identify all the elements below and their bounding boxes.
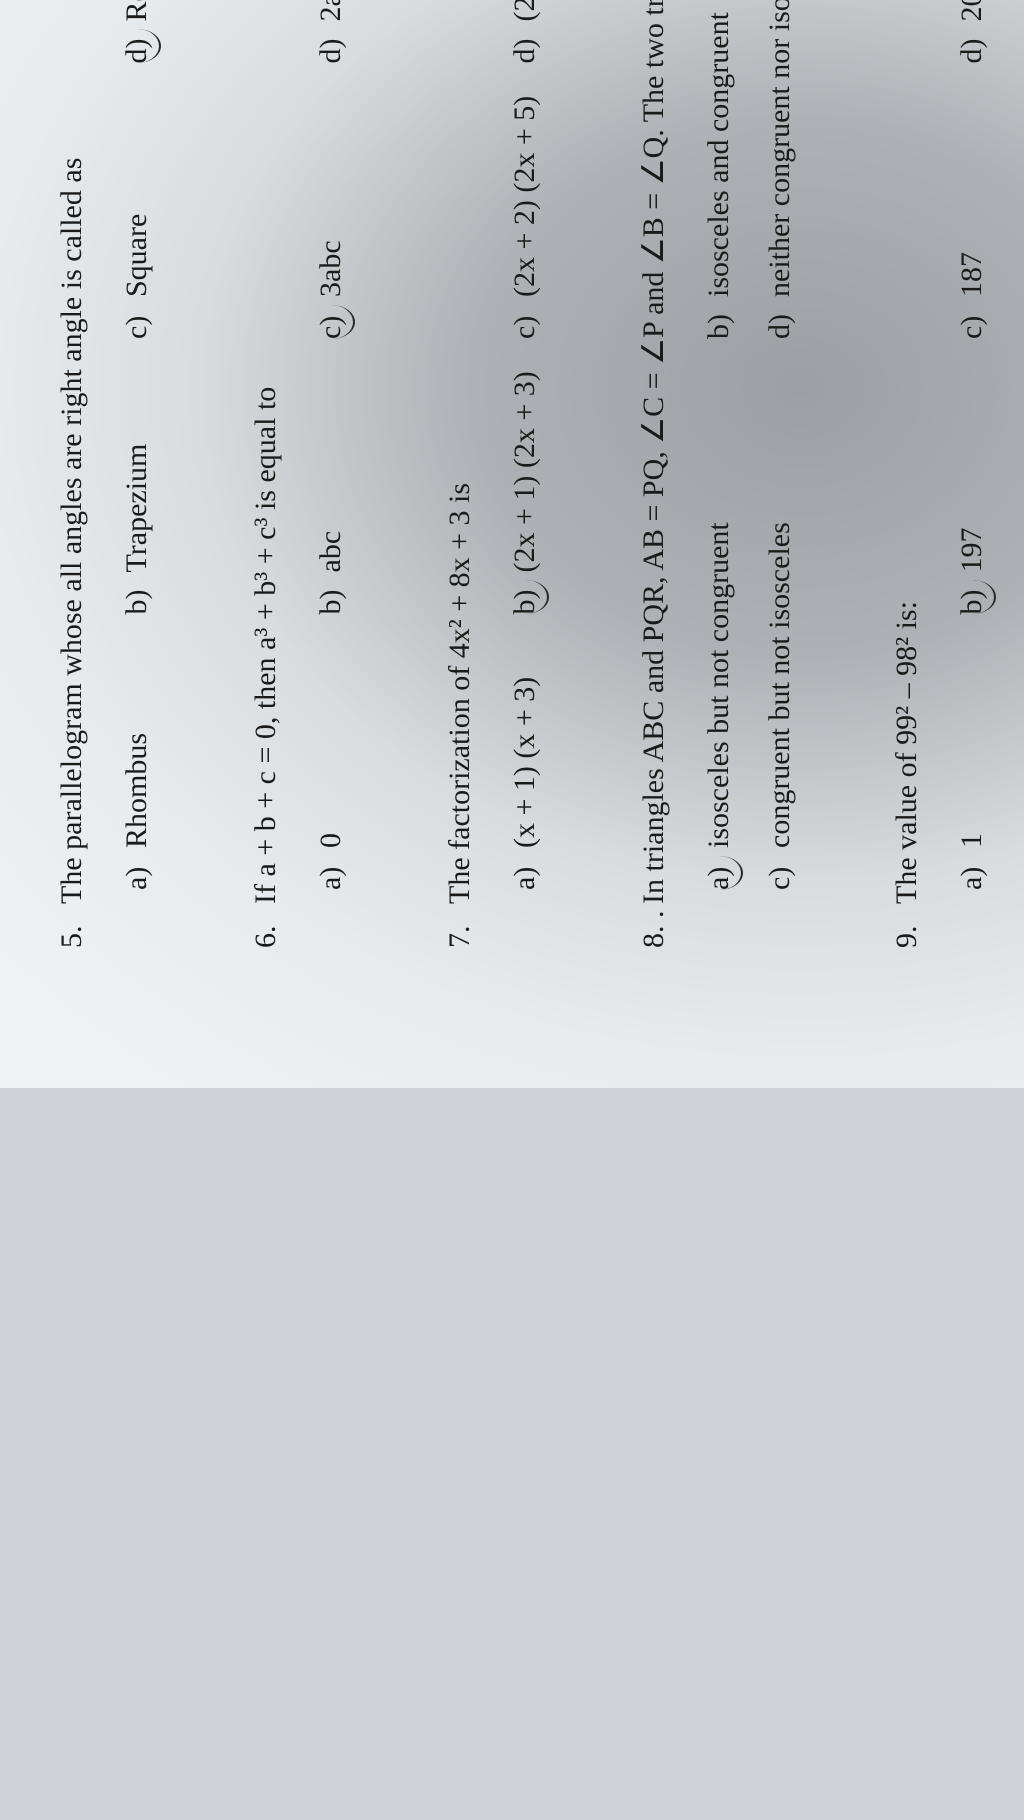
q5-opt-c: c)Square xyxy=(114,64,161,340)
q5-opt-d: d)Rectangle xyxy=(114,0,161,64)
q6-opt-c: c)3abc xyxy=(308,64,355,340)
q9-opt-c: c)187 xyxy=(949,64,996,340)
q8-opt-d: d)neither congruent nor isosceles xyxy=(757,0,802,339)
q6-opt-a: a)0 xyxy=(308,615,355,891)
question-6: 6. If a + b + c = 0, then a³ + b³ + c³ i… xyxy=(243,0,369,948)
q9-num: 9. xyxy=(884,904,929,948)
q9-opt-d: d)207 xyxy=(949,0,996,64)
q5-options: a)Rhombus b)Trapezium c)Square d)Rectang… xyxy=(114,0,175,948)
q8-opt-b: b)isosceles and congruent xyxy=(696,0,743,339)
q5-num: 5. xyxy=(49,904,94,948)
q5-text: 5. The parallelogram whose all angles ar… xyxy=(49,0,94,948)
q6-opt-d: d)2abc xyxy=(308,0,355,64)
q9-opt-a: a)1 xyxy=(949,615,996,891)
q5-opt-b: b)Trapezium xyxy=(114,339,161,615)
q7-body: The factorization of 4x² + 8x + 3 is xyxy=(437,483,482,904)
q5-body: The parallelogram whose all angles are r… xyxy=(49,158,94,904)
question-8: 8. . In triangles ABC and PQR, AB = PQ, … xyxy=(631,0,816,948)
q9-options: a)1 b)197 c)187 d)207 xyxy=(949,0,1010,948)
q9-opt-b: b)197 xyxy=(949,339,996,615)
question-5: 5. The parallelogram whose all angles ar… xyxy=(49,0,175,948)
q7-opt-a: a)(x + 1) (x + 3) xyxy=(502,615,549,891)
q7-options: a)(x + 1) (x + 3) b)(2x + 1) (2x + 3) c)… xyxy=(502,0,563,948)
q8-opt-c: c)congruent but not isosceles xyxy=(757,339,802,890)
q8-options: a)isosceles but not congruent b)isoscele… xyxy=(696,0,816,948)
q7-opt-b: b)(2x + 1) (2x + 3) xyxy=(502,339,549,615)
exam-page: a) Parallelogram b) Rectangle c) Trapezi… xyxy=(0,0,1024,1088)
q8-text: 8. . In triangles ABC and PQR, AB = PQ, … xyxy=(631,0,676,948)
q7-text: 7. The factorization of 4x² + 8x + 3 is xyxy=(437,0,482,948)
question-7: 7. The factorization of 4x² + 8x + 3 is … xyxy=(437,0,563,948)
q7-opt-c: c)(2x + 2) (2x + 5) xyxy=(502,64,549,340)
q9-body: The value of 99² – 98² is: xyxy=(884,601,929,904)
q6-options: a)0 b)abc c)3abc d)2abc xyxy=(308,0,369,948)
q9-text: 9. The value of 99² – 98² is: xyxy=(884,0,929,948)
q7-opt-d: d)(2x – 1) (2x – 3) xyxy=(502,0,549,64)
q6-text: 6. If a + b + c = 0, then a³ + b³ + c³ i… xyxy=(243,0,288,948)
q8-body: In triangles ABC and PQR, AB = PQ, ∠C = … xyxy=(631,0,676,904)
q6-opt-b: b)abc xyxy=(308,339,355,615)
q6-body: If a + b + c = 0, then a³ + b³ + c³ is e… xyxy=(243,387,288,904)
q7-num: 7. xyxy=(437,904,482,948)
question-9: 9. The value of 99² – 98² is: a)1 b)197 … xyxy=(884,0,1010,948)
q5-opt-a: a)Rhombus xyxy=(114,615,161,891)
q6-num: 6. xyxy=(243,904,288,948)
q8-num: 8. . xyxy=(631,904,676,948)
q8-opt-a: a)isosceles but not congruent xyxy=(696,339,743,890)
